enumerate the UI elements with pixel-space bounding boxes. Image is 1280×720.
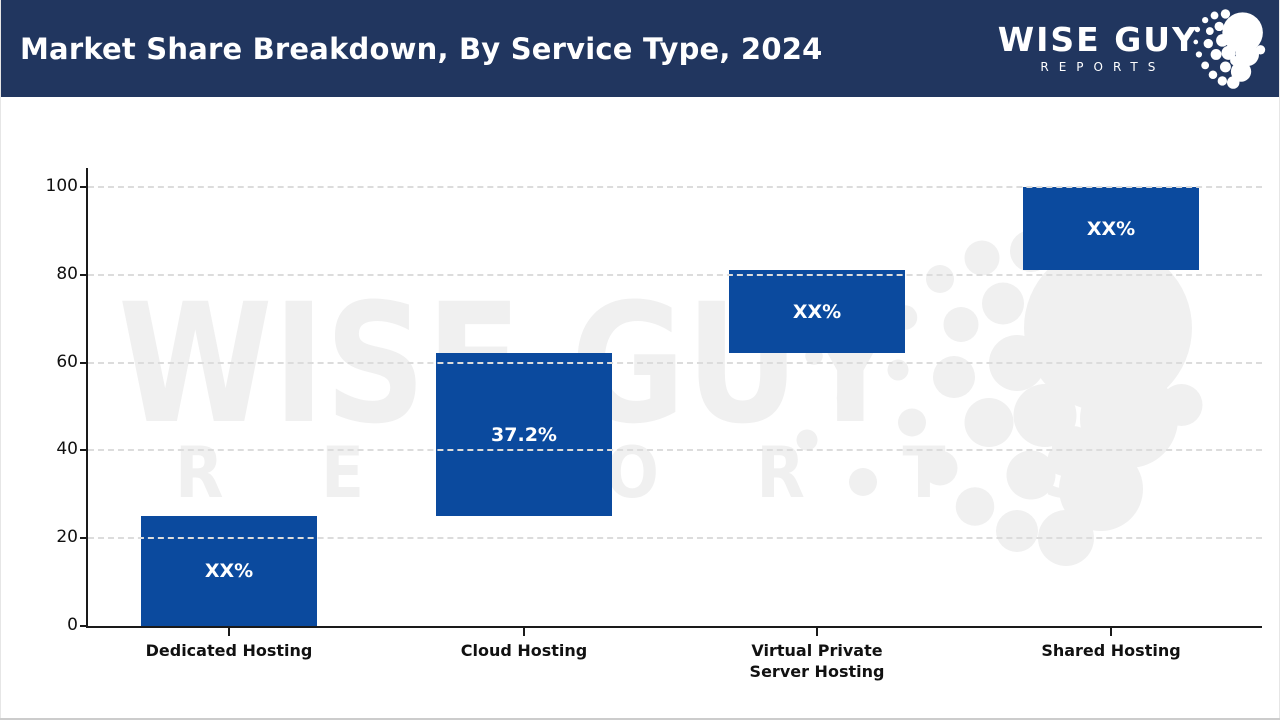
y-tick-label-0: 0 [67, 615, 78, 635]
x-category-label: Dedicated Hosting [145, 641, 313, 660]
gridline-20 [88, 537, 1262, 540]
x-tick-1 [228, 628, 230, 636]
x-category-label: Cloud Hosting [460, 641, 588, 660]
x-category-label: Shared Hosting [1041, 641, 1181, 660]
y-tick-20 [80, 537, 88, 540]
bar-cloud-hosting: 37.2% [436, 352, 612, 517]
bar-value-label: 37.2% [491, 423, 557, 446]
chart-title: Market Share Breakdown, By Service Type,… [20, 31, 823, 66]
x-category-label: Virtual Private Server Hosting [749, 641, 885, 681]
wise-guy-reports-logo: WISE GUY REPORTS [998, 0, 1266, 97]
bar-shared-hosting: XX% [1023, 187, 1199, 271]
bar-value-label: XX% [1086, 217, 1136, 240]
gridline-40 [88, 449, 1262, 452]
y-axis-spine [86, 168, 88, 628]
x-tick-2 [523, 628, 525, 636]
y-tick-100 [80, 186, 88, 188]
y-tick-label-40: 40 [56, 439, 78, 460]
gridline-80 [88, 273, 1262, 276]
logo-wordmark: WISE GUY [997, 20, 1198, 59]
y-tick-label-20: 20 [56, 527, 78, 548]
bar-value-label: XX% [792, 300, 842, 323]
y-tick-label-60: 60 [56, 351, 78, 372]
y-tick-label-80: 80 [56, 263, 78, 284]
y-tick-60 [80, 361, 88, 364]
header-bar: Market Share Breakdown, By Service Type,… [0, 0, 1280, 97]
bar-virtual-private-server-hosting: XX% [729, 270, 905, 353]
logo-subtitle: REPORTS [1040, 60, 1166, 74]
x-tick-4 [1110, 628, 1112, 636]
gridline-60 [88, 361, 1262, 364]
bar-dedicated-hosting: XX% [141, 516, 317, 626]
y-tick-label-100: 100 [45, 176, 78, 196]
watermark-head-icon [796, 230, 1203, 566]
logo-text: WISE GUY REPORTS [998, 23, 1198, 74]
logo-head-icon [1193, 8, 1266, 89]
y-tick-0 [80, 625, 88, 627]
gridline-100 [88, 186, 1262, 188]
y-tick-80 [80, 273, 88, 276]
bar-value-label: XX% [204, 560, 254, 583]
x-axis-spine [86, 626, 1262, 628]
x-tick-3 [816, 628, 818, 636]
y-tick-40 [80, 449, 88, 452]
